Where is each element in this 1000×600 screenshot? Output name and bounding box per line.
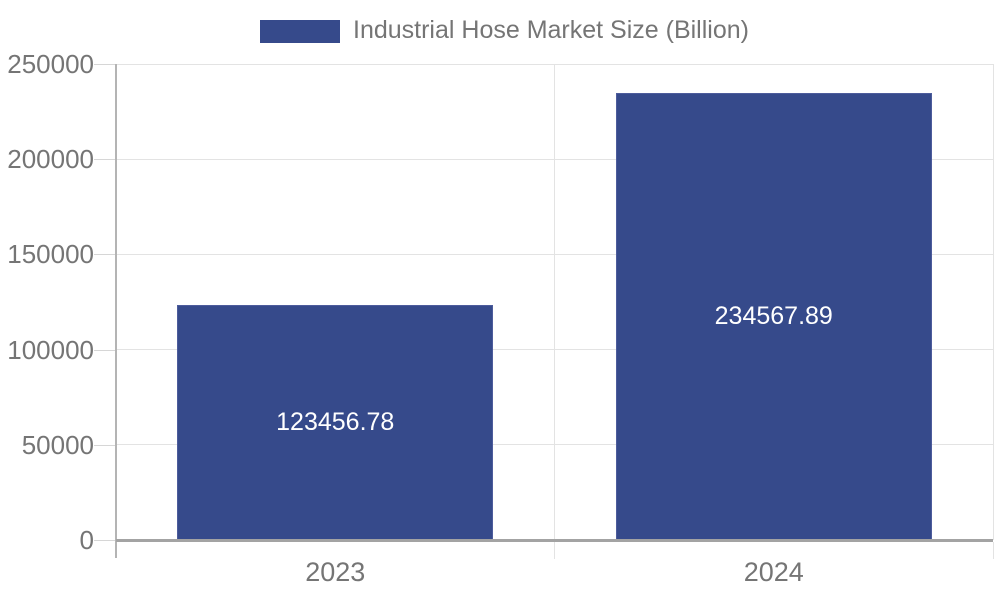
legend-swatch [260,20,340,43]
y-axis-line [115,64,117,558]
y-tick-label-0: 0 [79,525,94,555]
y-tick-mark [94,64,116,65]
y-tick-label-150000: 150000 [7,239,94,270]
y-tick-label-250000: 250000 [7,49,94,79]
y-tick-label-100000: 100000 [7,334,94,365]
y-tick-mark [94,444,116,446]
gridline-x [554,64,555,540]
y-tick-mark [94,349,116,351]
bar-value-label-2023: 123456.78 [276,407,395,436]
bar-2023: 123456.78 [177,304,494,540]
legend-label: Industrial Hose Market Size (Billion) [353,16,749,44]
legend: Industrial Hose Market Size (Billion) [260,16,749,44]
y-tick-label-50000: 50000 [21,429,94,460]
y-tick-mark [94,159,116,161]
x-tick-label-2024: 2024 [743,557,804,587]
y-tick-mark [94,254,116,256]
y-tick-label-200000: 200000 [7,144,94,175]
bar-2024: 234567.89 [615,93,932,540]
x-tick-mark [554,542,555,559]
x-tick-label-2023: 2023 [305,557,366,587]
x-tick-mark [992,542,994,559]
bar-value-label-2024: 234567.89 [714,302,833,331]
x-axis-line [116,539,993,542]
y-tick-mark [94,540,116,541]
plot-area: 123456.78 234567.89 [116,63,994,540]
gridline-x [992,64,994,540]
